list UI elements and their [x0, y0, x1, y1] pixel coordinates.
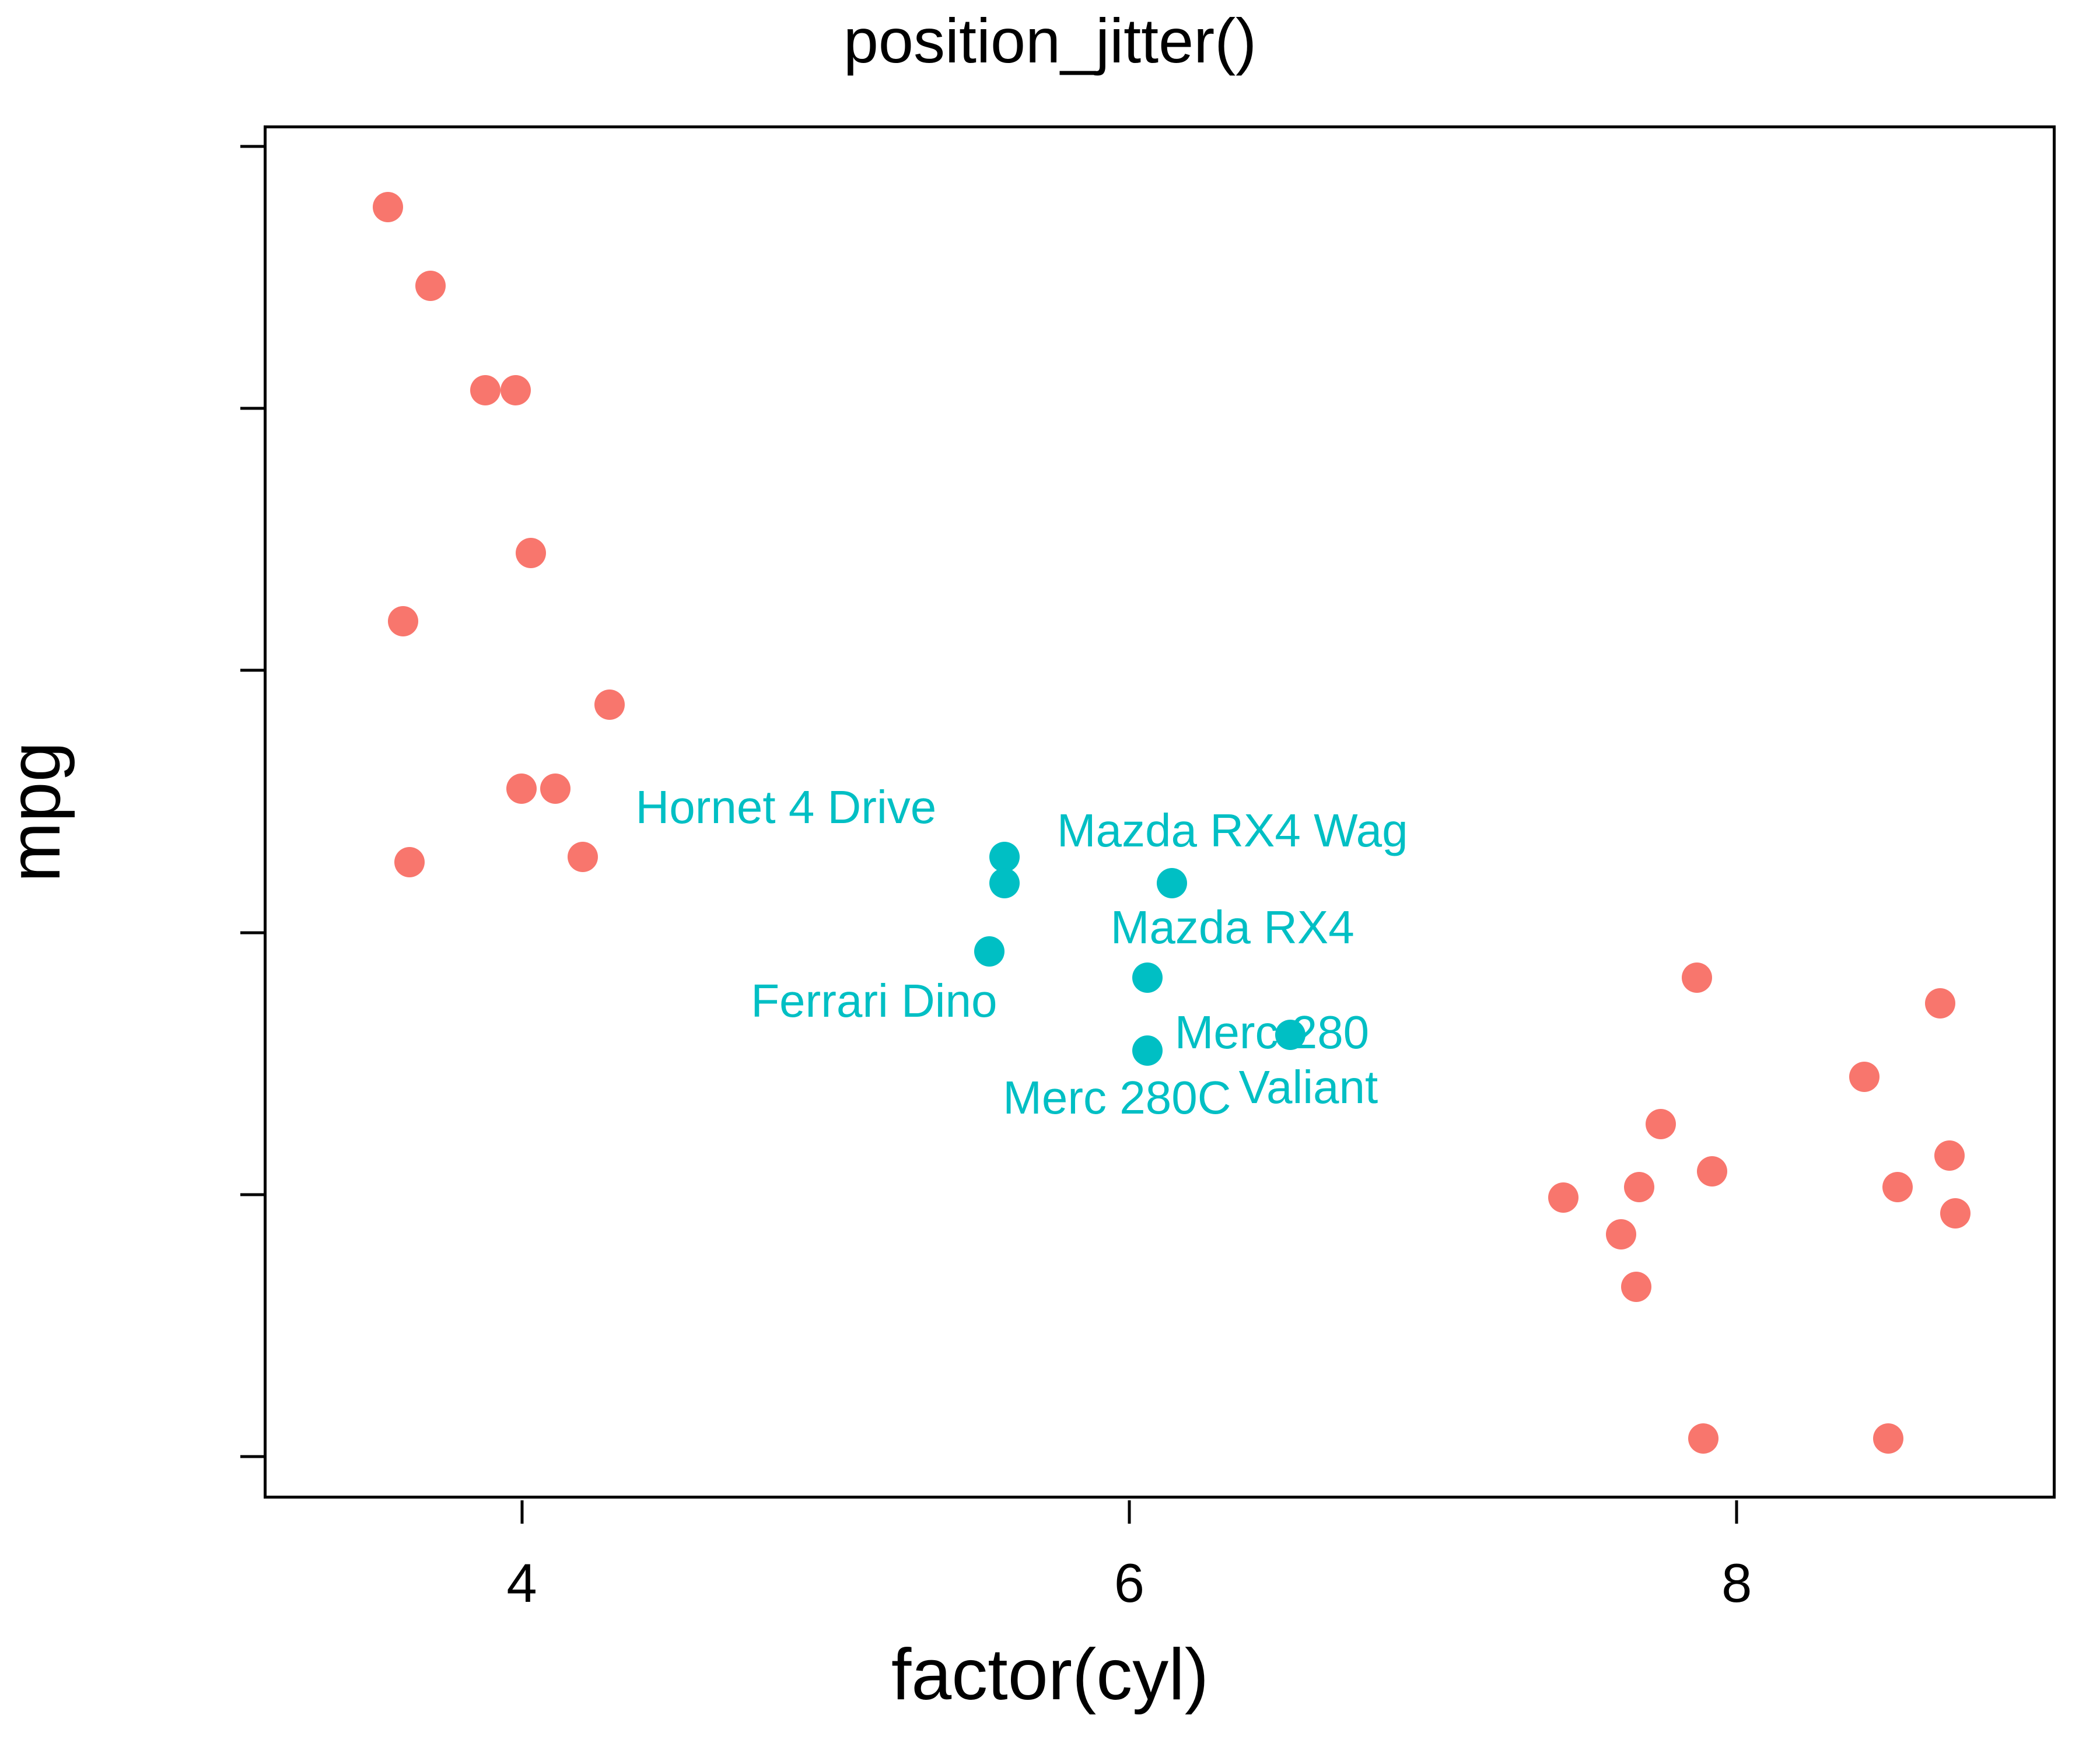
data-point [594, 690, 625, 720]
data-point [1156, 867, 1187, 898]
y-axis-title: mpg [0, 741, 75, 883]
data-point [1924, 988, 1955, 1019]
x-tick-mark [1735, 1500, 1738, 1524]
data-point [989, 841, 1020, 872]
point-label: Merc 280 [1174, 1006, 1370, 1058]
x-tick-label: 8 [1721, 1552, 1752, 1614]
x-tick-label: 6 [1114, 1552, 1145, 1614]
plot-panel: Hornet 4 Drive Mazda RX4 Mazda RX4 Wag Ferr… [264, 125, 2056, 1499]
data-point [500, 375, 531, 406]
data-point [1621, 1271, 1652, 1302]
data-point [1682, 962, 1713, 993]
x-tick-mark [520, 1500, 524, 1524]
data-point [506, 774, 537, 804]
data-point [974, 936, 1005, 967]
data-point [1934, 1140, 1965, 1171]
data-point [1645, 1109, 1676, 1140]
data-point [1873, 1423, 1904, 1454]
y-tick-mark [240, 407, 264, 410]
y-tick-mark [240, 668, 264, 672]
data-point [1132, 962, 1163, 993]
data-point [1132, 1035, 1163, 1066]
data-point [388, 606, 419, 636]
data-point [1697, 1156, 1728, 1186]
page-title: position_jitter() [843, 5, 1257, 76]
data-point [1606, 1219, 1637, 1250]
data-point [567, 841, 598, 872]
x-axis-title: factor(cyl) [891, 1634, 1209, 1715]
data-point [394, 846, 425, 877]
data-point [515, 537, 546, 568]
data-point [1275, 1020, 1306, 1051]
data-point [1940, 1198, 1971, 1228]
point-label: Mazda RX4 Wag [1056, 804, 1408, 856]
data-point [1688, 1423, 1718, 1454]
data-point [989, 867, 1020, 898]
data-point [415, 270, 446, 301]
data-point [373, 191, 404, 222]
point-label: Valiant [1238, 1061, 1378, 1114]
point-label: Ferrari Dino [751, 974, 998, 1027]
x-tick-mark [1128, 1500, 1131, 1524]
point-label: Hornet 4 Drive [635, 780, 937, 833]
x-tick-label: 4 [506, 1552, 537, 1614]
data-point [1548, 1182, 1579, 1213]
y-tick-mark [240, 1193, 264, 1196]
data-point [540, 774, 570, 804]
y-tick-mark [240, 1455, 264, 1458]
point-label: Merc 280C [1003, 1072, 1231, 1124]
y-tick-mark [240, 931, 264, 935]
point-label: Mazda RX4 [1110, 901, 1354, 954]
data-point [1882, 1171, 1913, 1202]
y-tick-mark [240, 145, 264, 148]
data-point [1849, 1062, 1880, 1093]
data-point [470, 375, 501, 406]
data-point [1624, 1171, 1655, 1202]
